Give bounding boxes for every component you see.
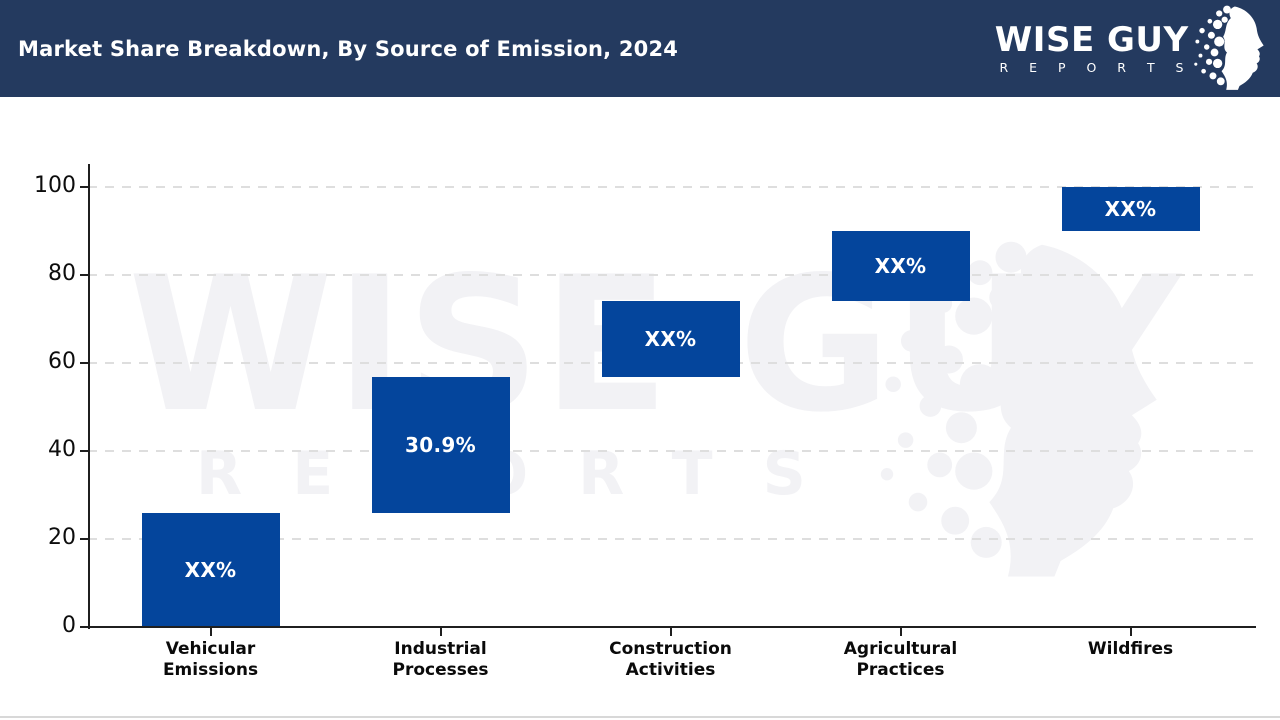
bar-value-label: XX% — [644, 327, 697, 351]
bar-value-label: 30.9% — [405, 432, 476, 457]
x-category-label-line: Vehicular — [165, 639, 256, 659]
y-tick-label: 40 — [48, 437, 76, 462]
x-category-label-line: Processes — [392, 660, 489, 680]
x-tick — [1129, 628, 1132, 636]
x-category-label-line: Activities — [625, 660, 716, 680]
y-tick-label: 60 — [48, 349, 76, 374]
logo-wordmark: WISE GUY — [994, 19, 1189, 60]
bar: XX% — [601, 301, 740, 377]
logo: WISE GUY R E P O R T S — [991, 4, 1280, 94]
bottom-border — [0, 716, 1280, 718]
logo-reports-label: R E P O R T S — [999, 59, 1192, 75]
y-tick — [80, 274, 88, 276]
header-bar: Market Share Breakdown, By Source of Emi… — [0, 0, 1280, 97]
x-category-label: Construction Activities — [561, 639, 781, 681]
wise-guy-head-icon — [1188, 4, 1266, 94]
bar-value-label: XX% — [1104, 197, 1157, 221]
x-tick — [899, 628, 902, 636]
y-tick-label: 80 — [48, 261, 76, 286]
y-tick-label: 0 — [62, 613, 76, 638]
y-gridline — [88, 450, 1256, 452]
y-tick-label: 20 — [48, 525, 76, 550]
bar: XX% — [1061, 187, 1200, 231]
bar: XX% — [141, 512, 280, 627]
x-axis-line — [88, 626, 1256, 628]
x-tick — [669, 628, 672, 636]
bar: 30.9% — [371, 376, 510, 513]
x-category-label-line: Emissions — [162, 660, 259, 680]
y-tick — [80, 186, 88, 188]
watermark-reports: REPORTS — [196, 439, 856, 509]
x-category-label: Vehicular Emissions — [101, 639, 321, 681]
x-category-label-line: Agricultural — [843, 639, 958, 659]
y-tick-label: 100 — [34, 173, 76, 198]
y-tick — [80, 362, 88, 364]
x-category-label: Agricultural Practices — [791, 639, 1011, 681]
bar-value-label: XX% — [874, 254, 927, 279]
y-gridline — [88, 186, 1256, 188]
x-category-label: Industrial Processes — [331, 639, 551, 681]
y-gridline — [88, 274, 1256, 276]
x-category-label-line: Wildfires — [1087, 639, 1174, 659]
x-tick — [439, 628, 442, 636]
y-tick — [80, 450, 88, 452]
y-gridline — [88, 538, 1256, 540]
x-category-label-line: Practices — [856, 660, 945, 680]
logo-text: WISE GUY R E P O R T S — [991, 23, 1192, 75]
y-tick — [80, 538, 88, 540]
x-category-label-line: Construction — [609, 639, 732, 659]
x-category-label-line: Industrial — [394, 639, 487, 659]
page-title: Market Share Breakdown, By Source of Emi… — [18, 36, 679, 61]
watermark-head-icon — [856, 196, 1166, 620]
bar-value-label: XX% — [184, 557, 237, 582]
y-axis-line — [88, 164, 90, 629]
x-category-label: Wildfires — [1021, 639, 1241, 660]
x-tick — [209, 628, 212, 636]
y-tick — [80, 626, 88, 628]
bar: XX% — [831, 231, 970, 302]
